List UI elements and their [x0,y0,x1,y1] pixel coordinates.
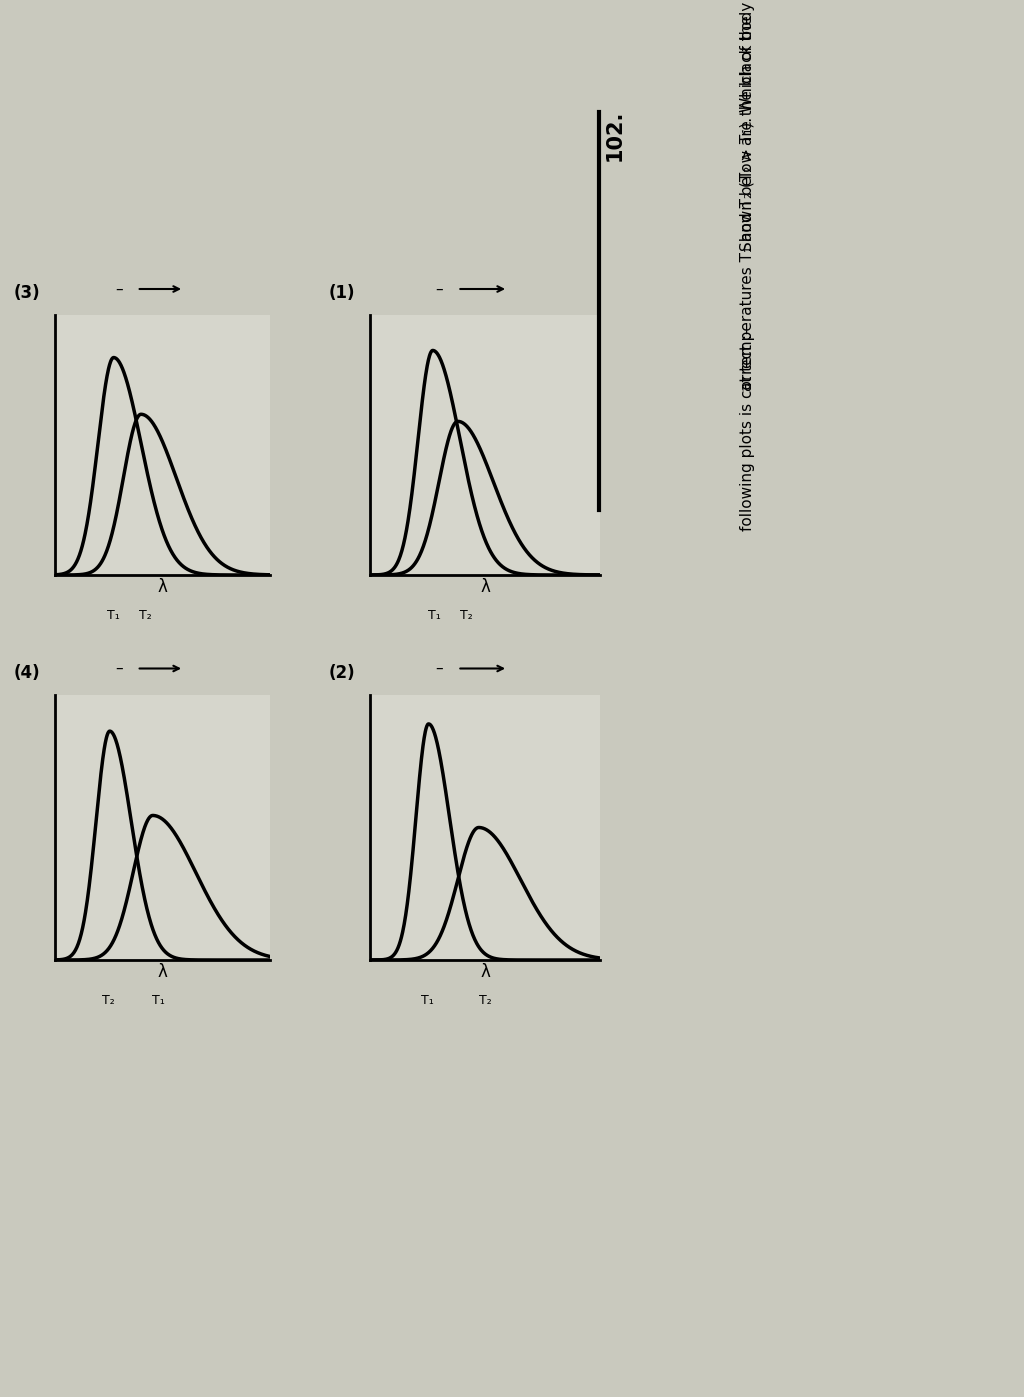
Text: –: – [435,282,442,296]
X-axis label: λ: λ [480,578,489,595]
Text: (1): (1) [329,284,355,302]
Text: at temperatures T₁ and T₂ (T₂ > T₁). Which of the: at temperatures T₁ and T₂ (T₂ > T₁). Whi… [740,15,755,391]
Text: (3): (3) [14,284,41,302]
Text: T₁: T₁ [152,995,165,1007]
Text: T₂: T₂ [460,609,473,622]
Text: T₁: T₁ [428,609,440,622]
Text: T₁: T₁ [106,609,120,622]
X-axis label: λ: λ [158,578,168,595]
X-axis label: λ: λ [480,963,489,981]
Text: –: – [435,661,442,676]
X-axis label: λ: λ [158,963,168,981]
Text: T₁: T₁ [421,995,434,1007]
Text: Shown below are the black body radiation curves: Shown below are the black body radiation… [740,0,755,251]
Text: (2): (2) [329,664,355,682]
Text: –: – [116,282,123,296]
Text: T₂: T₂ [139,609,152,622]
Text: following plots is correct :-: following plots is correct :- [740,328,755,531]
Text: –: – [116,661,123,676]
Text: 102.: 102. [604,109,625,161]
Text: (4): (4) [14,664,41,682]
Text: T₂: T₂ [102,995,115,1007]
Text: T₂: T₂ [478,995,492,1007]
